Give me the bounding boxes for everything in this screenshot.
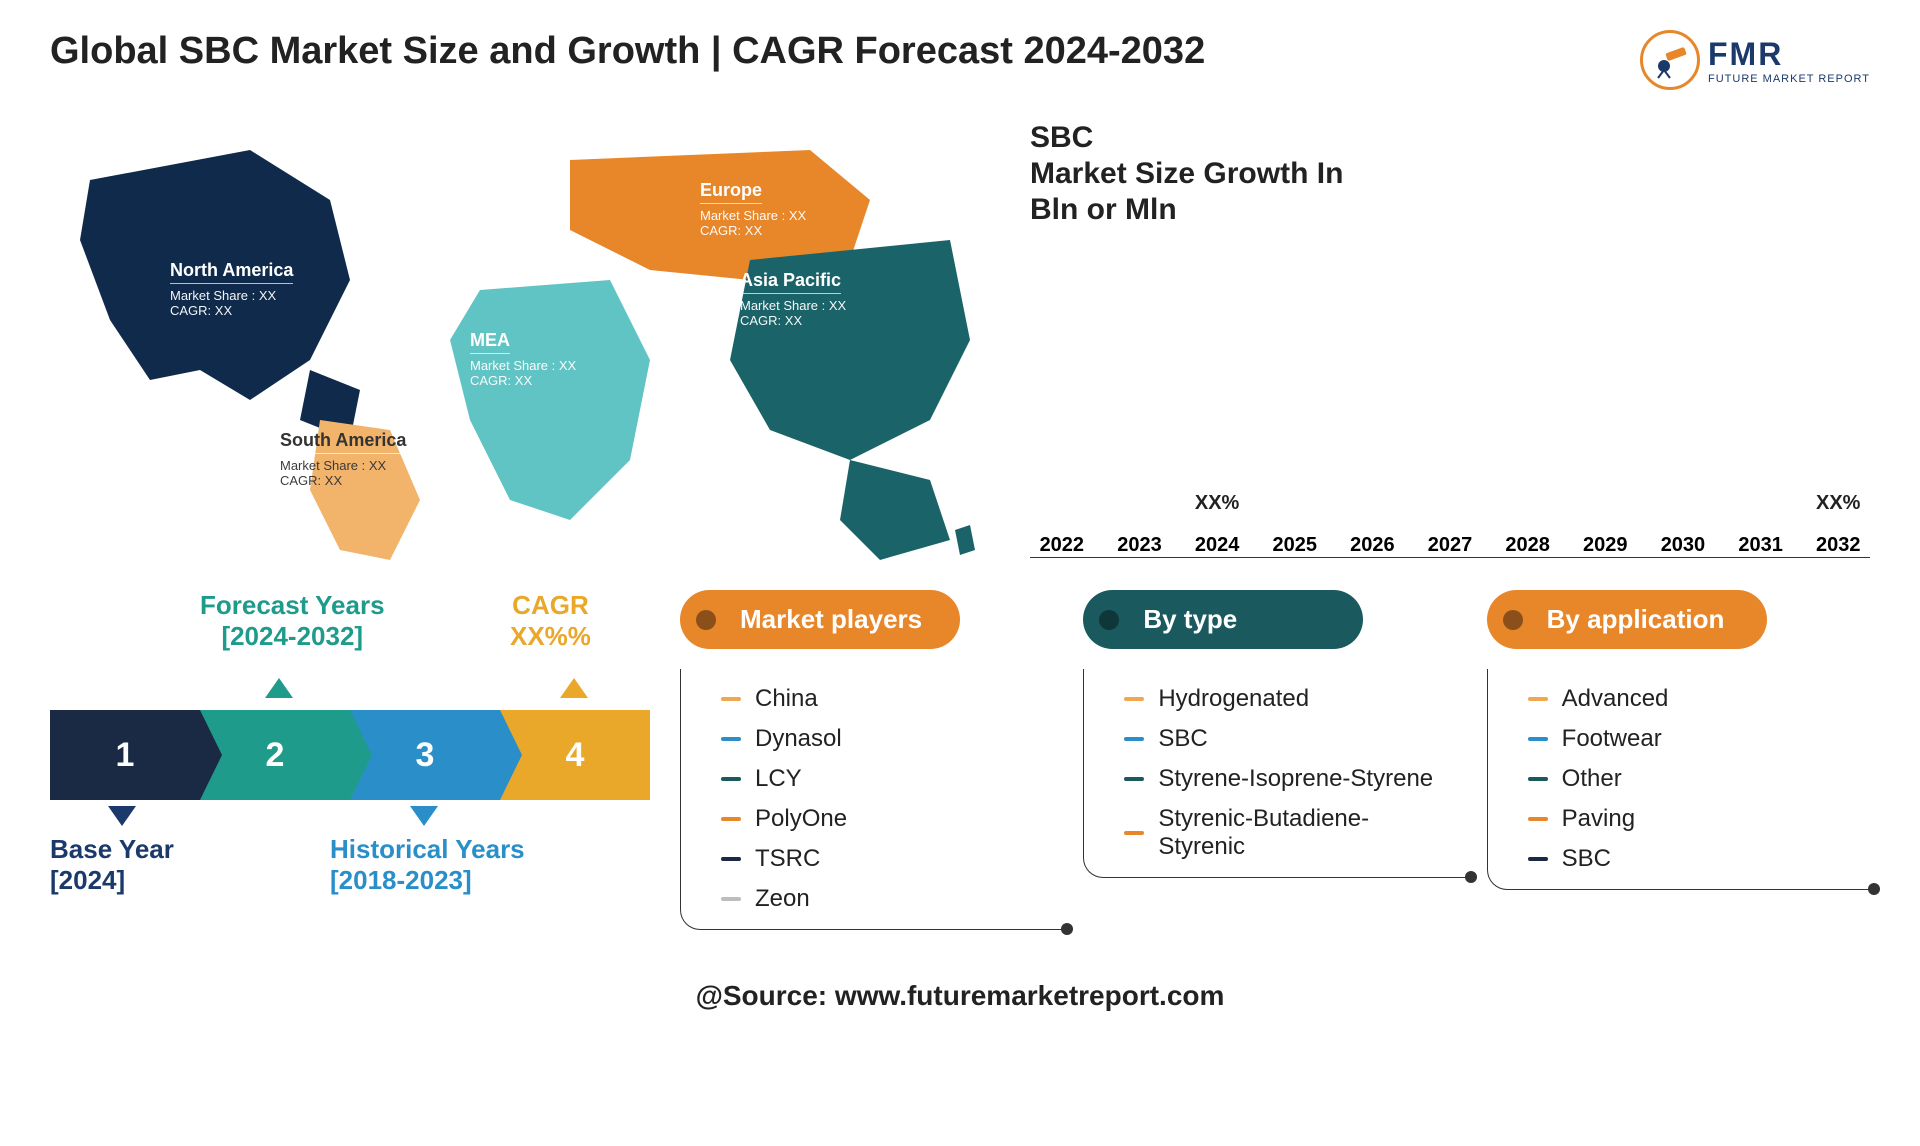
list-item: Styrenic-Butadiene-Styrenic <box>1124 799 1446 867</box>
tick-icon <box>721 737 741 741</box>
list-item: TSRC <box>721 839 1043 879</box>
tick-icon <box>1528 777 1548 781</box>
forecast-label: Forecast Years [2024-2032] <box>200 590 385 652</box>
region-mea: MEAMarket Share : XXCAGR: XX <box>470 330 576 388</box>
historical-label: Historical Years [2018-2023] <box>330 834 525 896</box>
page-title: Global SBC Market Size and Growth | CAGR… <box>50 30 1205 73</box>
category-pill: By type <box>1083 590 1363 649</box>
bar-2023: 2023 <box>1108 524 1172 557</box>
bar-2028: 2028 <box>1496 524 1560 557</box>
region-north-america: North AmericaMarket Share : XXCAGR: XX <box>170 260 293 318</box>
tick-icon <box>1124 737 1144 741</box>
timeline-block-1: 1.tl-block:nth-child(1)::after{border-le… <box>50 710 200 800</box>
historical-arrow-icon <box>410 806 438 826</box>
tick-icon <box>721 817 741 821</box>
list-item: Paving <box>1528 799 1850 839</box>
list-item: Zeon <box>721 879 1043 919</box>
tick-icon <box>1528 857 1548 861</box>
category-market-players: Market players ChinaDynasolLCYPolyOneTSRC… <box>680 590 1063 930</box>
chart-title: SBC Market Size Growth In Bln or Mln <box>1030 120 1870 228</box>
bar-2022: 2022 <box>1030 524 1094 557</box>
timeline-block-3: 3.tl-block:nth-child(3)::after{border-le… <box>350 710 500 800</box>
forecast-arrow-icon <box>265 678 293 698</box>
bar-2025: 2025 <box>1263 524 1327 557</box>
list-item: Styrene-Isoprene-Styrene <box>1124 759 1446 799</box>
bar-2029: 2029 <box>1573 524 1637 557</box>
tick-icon <box>721 897 741 901</box>
list-item: SBC <box>1124 719 1446 759</box>
list-item: PolyOne <box>721 799 1043 839</box>
bar-chart: SBC Market Size Growth In Bln or Mln 202… <box>1030 120 1870 560</box>
list-item: Advanced <box>1528 679 1850 719</box>
list-item: Dynasol <box>721 719 1043 759</box>
category-pill: By application <box>1487 590 1767 649</box>
tick-icon <box>1528 817 1548 821</box>
base-label: Base Year [2024] <box>50 834 174 896</box>
region-asia-pacific: Asia PacificMarket Share : XXCAGR: XX <box>740 270 846 328</box>
category-by-type: By type HydrogenatedSBCStyrene-Isoprene-S… <box>1083 590 1466 930</box>
list-item: China <box>721 679 1043 719</box>
region-south-america: South AmericaMarket Share : XXCAGR: XX <box>280 430 406 488</box>
list-item: SBC <box>1528 839 1850 879</box>
tick-icon <box>721 857 741 861</box>
logo-telescope-icon <box>1640 30 1700 90</box>
bar-2024: XX%2024 <box>1185 524 1249 557</box>
bar-2027: 2027 <box>1418 524 1482 557</box>
bar-2031: 2031 <box>1729 524 1793 557</box>
category-pill: Market players <box>680 590 960 649</box>
list-item: Hydrogenated <box>1124 679 1446 719</box>
tick-icon <box>721 697 741 701</box>
timeline: Forecast Years [2024-2032] CAGR XX%% 1.t… <box>50 590 650 930</box>
bar-2026: 2026 <box>1341 524 1405 557</box>
logo: FMR FUTURE MARKET REPORT <box>1640 30 1870 90</box>
cagr-label: CAGR XX%% <box>510 590 591 652</box>
logo-sub-text: FUTURE MARKET REPORT <box>1708 73 1870 85</box>
tick-icon <box>1124 697 1144 701</box>
list-item: Footwear <box>1528 719 1850 759</box>
tick-icon <box>1124 831 1144 835</box>
cagr-arrow-icon <box>560 678 588 698</box>
bar-2030: 2030 <box>1651 524 1715 557</box>
bar-2032: XX%2032 <box>1806 524 1870 557</box>
world-map: North AmericaMarket Share : XXCAGR: XX So… <box>50 120 990 560</box>
base-arrow-icon <box>108 806 136 826</box>
tick-icon <box>1124 777 1144 781</box>
source-text: @Source: www.futuremarketreport.com <box>50 980 1870 1012</box>
tick-icon <box>1528 697 1548 701</box>
list-item: LCY <box>721 759 1043 799</box>
tick-icon <box>1528 737 1548 741</box>
timeline-block-4: 4.tl-block:nth-child(4)::after{border-le… <box>500 710 650 800</box>
logo-main-text: FMR <box>1708 36 1870 73</box>
timeline-block-2: 2.tl-block:nth-child(2)::after{border-le… <box>200 710 350 800</box>
category-by-application: By application AdvancedFootwearOtherPavin… <box>1487 590 1870 930</box>
tick-icon <box>721 777 741 781</box>
region-europe: EuropeMarket Share : XXCAGR: XX <box>700 180 806 238</box>
list-item: Other <box>1528 759 1850 799</box>
